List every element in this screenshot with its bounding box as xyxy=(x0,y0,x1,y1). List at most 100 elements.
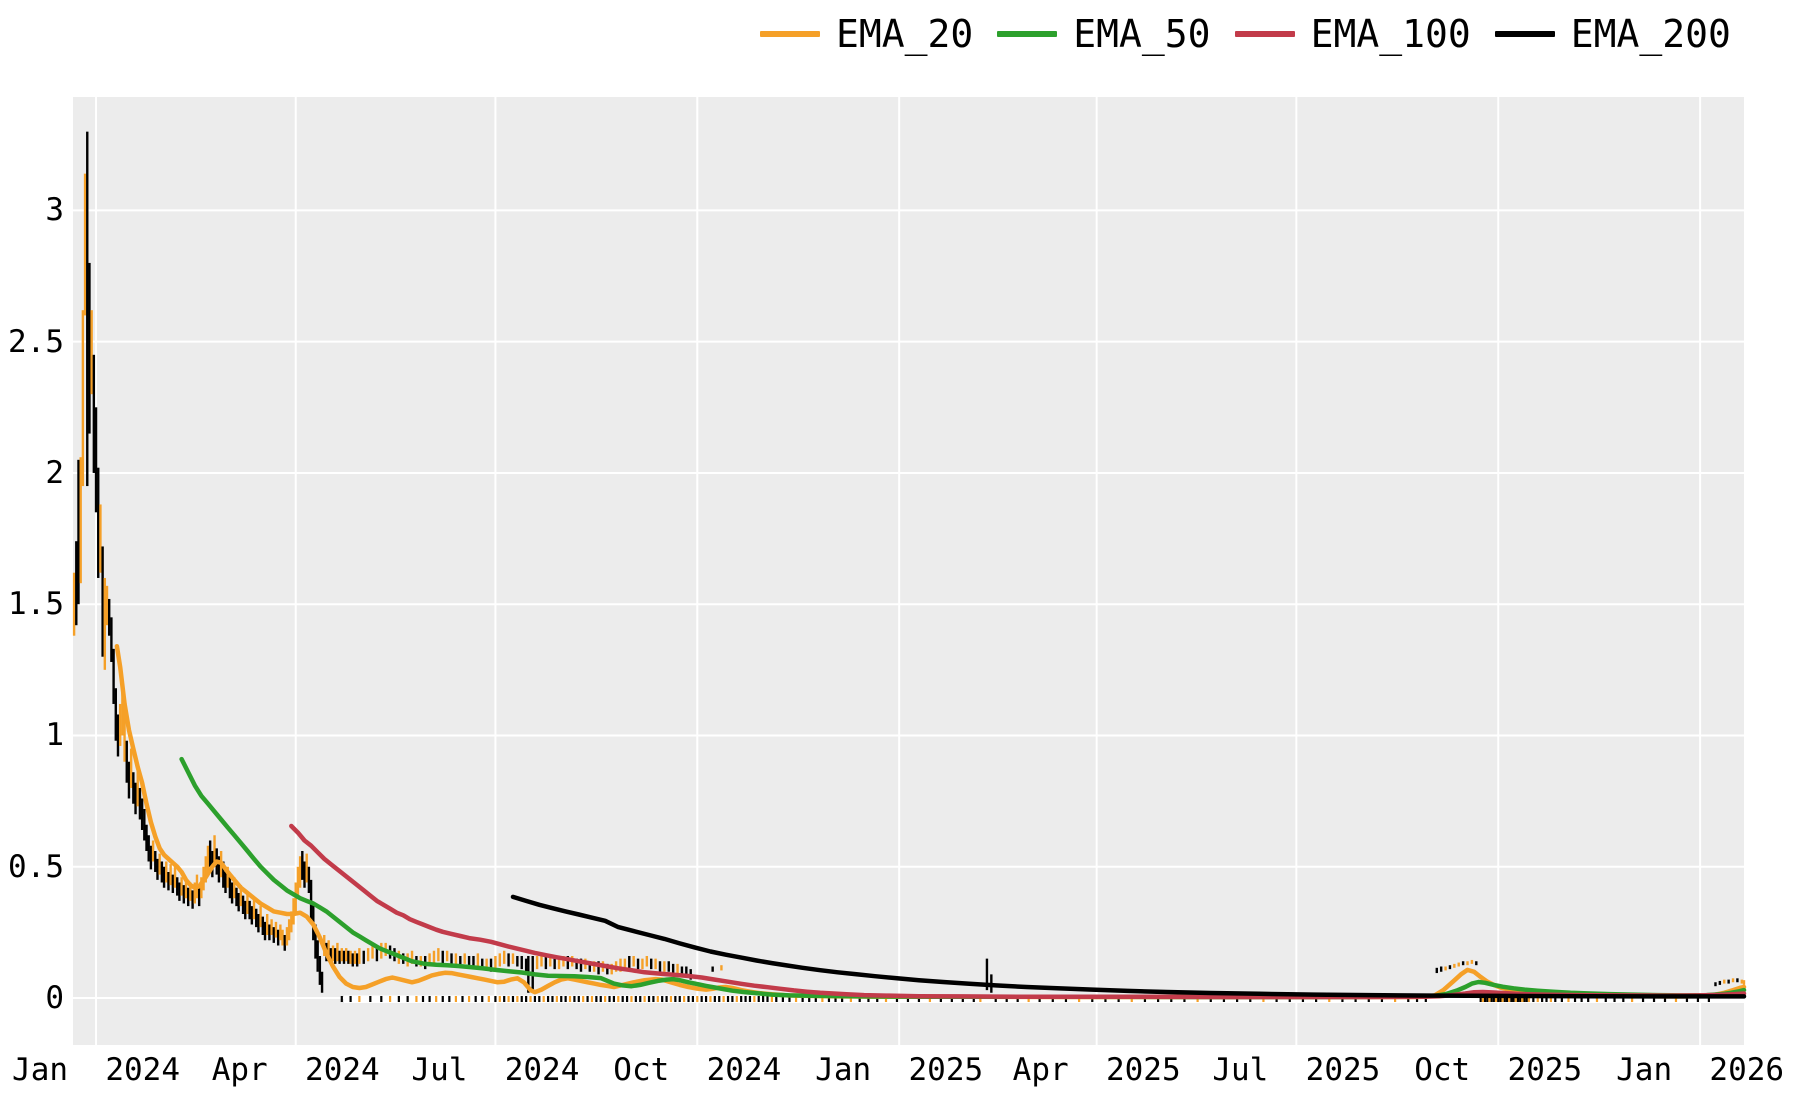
zero-candle-dash xyxy=(661,996,664,1003)
zero-candle-dash xyxy=(821,996,824,1003)
candle xyxy=(342,950,346,964)
candle xyxy=(476,953,480,967)
candle xyxy=(1439,966,1443,972)
zero-candle-dash xyxy=(753,996,756,1003)
zero-candle-dash xyxy=(1523,996,1526,1003)
candle xyxy=(606,963,609,975)
legend-label-ema100: EMA_100 xyxy=(1310,12,1471,56)
candle xyxy=(116,714,120,757)
legend-item-ema20: EMA_20 xyxy=(760,15,973,53)
zero-candle-dash xyxy=(529,996,532,1003)
zero-candle-dash xyxy=(1536,996,1539,1003)
candle xyxy=(259,906,262,928)
x-tick-label: Oct 2025 xyxy=(1414,1052,1583,1088)
ema-line-ema_200 xyxy=(510,894,1747,999)
candle xyxy=(145,824,148,851)
zero-candle-dash xyxy=(731,996,734,1003)
candle xyxy=(375,948,379,962)
candle xyxy=(222,861,225,888)
zero-candle-dash xyxy=(538,996,541,1003)
zero-candle-dash xyxy=(884,996,888,1003)
candle xyxy=(213,835,216,867)
candle xyxy=(160,861,164,883)
candle xyxy=(663,961,666,972)
zero-candle-dash xyxy=(1488,996,1491,1003)
candle xyxy=(136,766,139,807)
zero-candle-dash xyxy=(841,996,844,1003)
zero-candle-dash xyxy=(1696,996,1700,1003)
zero-candle-dash xyxy=(560,996,563,1003)
zero-candle-dash xyxy=(858,996,861,1003)
ema100-line-swatch-icon xyxy=(1234,31,1295,37)
candle xyxy=(156,858,159,880)
candle xyxy=(88,262,91,434)
zero-candle-dash xyxy=(1554,996,1557,1003)
y-tick-label: 0 xyxy=(45,980,64,1016)
zero-candle-dash xyxy=(709,996,712,1003)
x-tick-label: Oct 2024 xyxy=(613,1052,782,1088)
candle xyxy=(1453,963,1456,968)
zero-candle-dash xyxy=(1483,996,1487,1003)
candle xyxy=(511,953,515,964)
zero-candle-dash xyxy=(630,996,633,1003)
legend-item-ema50: EMA_50 xyxy=(997,15,1211,53)
zero-candle-dash xyxy=(1587,996,1590,1003)
zero-candle-dash xyxy=(604,996,607,1003)
candle xyxy=(255,908,258,928)
candle xyxy=(200,877,203,899)
zero-candle-dash xyxy=(683,996,686,1003)
candle xyxy=(270,919,273,935)
zero-candle-dash xyxy=(340,996,343,1003)
candle xyxy=(285,927,289,946)
zero-candle-dash xyxy=(634,996,637,1003)
zero-candle-dash xyxy=(781,996,784,1003)
candle xyxy=(250,906,254,925)
candle xyxy=(432,950,436,964)
candle xyxy=(318,956,322,985)
zero-candle-dash xyxy=(1499,996,1502,1003)
candle xyxy=(197,887,201,907)
zero-candle-dash xyxy=(448,996,451,1003)
candle xyxy=(276,929,280,946)
zero-candle-dash xyxy=(577,996,580,1003)
zero-candle-dash xyxy=(415,996,418,1003)
candle xyxy=(485,958,488,970)
candle xyxy=(498,953,502,967)
zero-candle-dash xyxy=(551,996,554,1003)
zero-candle-dash xyxy=(481,996,484,1003)
candle xyxy=(127,761,131,799)
zero-candle-dash xyxy=(849,996,852,1003)
candle xyxy=(206,845,210,875)
zero-candle-dash xyxy=(608,996,611,1003)
candle xyxy=(193,882,196,904)
candle xyxy=(1466,961,1469,966)
candle xyxy=(671,963,675,975)
candle xyxy=(410,950,414,964)
candle xyxy=(358,948,361,964)
candle xyxy=(176,877,179,896)
candle xyxy=(1723,979,1726,984)
candle xyxy=(334,948,337,964)
zero-candle-dash xyxy=(503,996,506,1003)
candle xyxy=(428,953,431,967)
zero-candle-dash xyxy=(542,996,545,1003)
candle xyxy=(86,131,89,487)
candle xyxy=(162,866,166,888)
zero-candle-dash xyxy=(520,996,523,1003)
x-tick-label: Jul 2025 xyxy=(1212,1052,1381,1088)
candle xyxy=(173,866,177,888)
candle xyxy=(459,956,462,967)
zero-candle-dash xyxy=(1481,996,1484,1003)
candle xyxy=(307,866,311,893)
candle xyxy=(628,956,631,970)
candle xyxy=(151,840,155,862)
candle xyxy=(138,787,142,820)
candle xyxy=(676,963,679,975)
candle xyxy=(467,956,471,967)
ema-line-ema_20 xyxy=(114,643,1747,1000)
candle xyxy=(105,585,109,626)
zero-candle-dash xyxy=(435,996,438,1003)
zero-candle-dash xyxy=(421,996,425,1003)
zero-candle-dash xyxy=(406,996,409,1003)
